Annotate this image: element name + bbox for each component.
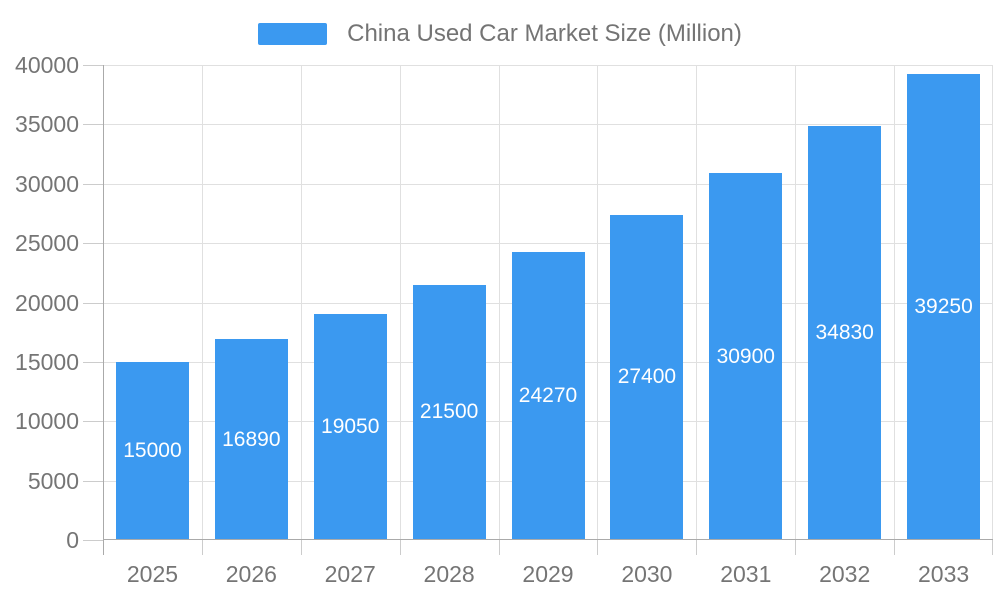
gridline-vertical xyxy=(498,65,500,540)
y-axis-label: 10000 xyxy=(15,408,79,435)
gridline-vertical xyxy=(795,65,797,540)
gridline-vertical xyxy=(992,65,993,540)
x-axis-label: 2033 xyxy=(917,561,970,587)
bar-value-label: 39250 xyxy=(914,294,973,318)
legend-label: China Used Car Market Size (Million) xyxy=(347,20,742,47)
x-axis-tick xyxy=(597,540,599,555)
x-axis-tick xyxy=(201,540,203,555)
y-axis-label: 15000 xyxy=(15,348,79,375)
y-axis-tick xyxy=(83,361,103,363)
bar: 27400 xyxy=(610,214,684,540)
y-axis-label: 30000 xyxy=(15,170,79,197)
y-axis-tick xyxy=(83,540,103,541)
x-axis-labels: 2025 2026 2027 2028 2029 2030 2031 2032 2033 xyxy=(103,561,993,588)
x-axis-label: 2025 xyxy=(126,561,179,587)
bar: 15000 xyxy=(115,361,189,540)
bar-value-label: 34830 xyxy=(815,321,874,345)
bar-value-label: 15000 xyxy=(123,438,182,462)
bar-cell: 16890 xyxy=(202,65,301,540)
y-axis-tick xyxy=(83,183,103,185)
legend-swatch-icon xyxy=(258,23,328,45)
bar-cell: 24270 xyxy=(499,65,598,540)
bar: 30900 xyxy=(709,173,783,540)
x-axis-label: 2030 xyxy=(621,561,673,587)
bar-value-label: 19050 xyxy=(321,414,380,438)
bar: 24270 xyxy=(511,251,585,540)
gridline-horizontal xyxy=(103,124,993,126)
legend[interactable]: China Used Car Market Size (Million) xyxy=(0,20,1000,47)
y-axis-label: 20000 xyxy=(15,289,79,316)
y-axis-label: 40000 xyxy=(15,52,79,78)
y-axis-label: 25000 xyxy=(15,230,79,257)
bar-cell: 19050 xyxy=(301,65,400,540)
bar-series: 15000 16890 19050 21500 24270 27400 30900 34830… xyxy=(103,65,993,540)
y-axis-label: 5000 xyxy=(27,467,79,494)
gridline-horizontal xyxy=(103,243,993,245)
bar-value-label: 16890 xyxy=(222,427,281,451)
x-axis-tick xyxy=(399,540,401,555)
x-axis-tick xyxy=(992,540,993,555)
y-axis-tick xyxy=(83,421,103,423)
bar: 16890 xyxy=(214,339,288,540)
bar: 34830 xyxy=(808,126,882,540)
gridline-vertical xyxy=(597,65,599,540)
y-axis-tick xyxy=(83,124,103,126)
x-axis-line xyxy=(103,539,993,540)
y-axis-tick xyxy=(83,243,103,245)
y-axis-tick xyxy=(83,65,103,66)
x-axis-label: 2029 xyxy=(522,561,574,587)
bar-cell: 27400 xyxy=(597,65,696,540)
y-axis-tick xyxy=(83,480,103,482)
gridline-vertical xyxy=(696,65,698,540)
x-axis-label: 2027 xyxy=(324,561,376,587)
bar-cell: 15000 xyxy=(103,65,202,540)
y-axis-label: 0 xyxy=(66,527,79,553)
y-axis-line xyxy=(103,65,104,555)
x-axis-tick xyxy=(696,540,698,555)
bar-value-label: 30900 xyxy=(716,344,775,368)
x-axis-tick xyxy=(498,540,500,555)
x-axis-tick xyxy=(894,540,896,555)
y-axis-tick xyxy=(83,302,103,304)
bar-value-label: 27400 xyxy=(617,365,677,389)
gridline-horizontal xyxy=(103,65,993,66)
x-axis-tick xyxy=(795,540,797,555)
bar-value-label: 21500 xyxy=(419,400,479,424)
x-axis-label: 2031 xyxy=(720,561,772,587)
x-axis-label: 2026 xyxy=(225,561,277,587)
plot-area: 0 5000 10000 15000 20000 25000 30000 35000 40000… xyxy=(15,52,993,587)
gridline-vertical xyxy=(399,65,401,540)
bar-cell: 21500 xyxy=(400,65,499,540)
bar: 21500 xyxy=(412,284,486,540)
gridline-vertical xyxy=(894,65,896,540)
x-axis-label: 2028 xyxy=(423,561,475,587)
bar-cell: 30900 xyxy=(696,65,795,540)
x-axis-tick xyxy=(300,540,302,555)
bar-cell: 39250 xyxy=(894,65,993,540)
bar-cell: 34830 xyxy=(795,65,894,540)
bar: 39250 xyxy=(907,73,981,540)
gridline-vertical xyxy=(300,65,302,540)
gridline-horizontal xyxy=(103,183,993,185)
bar: 19050 xyxy=(313,313,387,540)
gridline-vertical xyxy=(201,65,203,540)
y-axis-label: 35000 xyxy=(15,111,79,138)
bar-value-label: 24270 xyxy=(518,383,578,407)
x-axis-label: 2032 xyxy=(819,561,871,587)
